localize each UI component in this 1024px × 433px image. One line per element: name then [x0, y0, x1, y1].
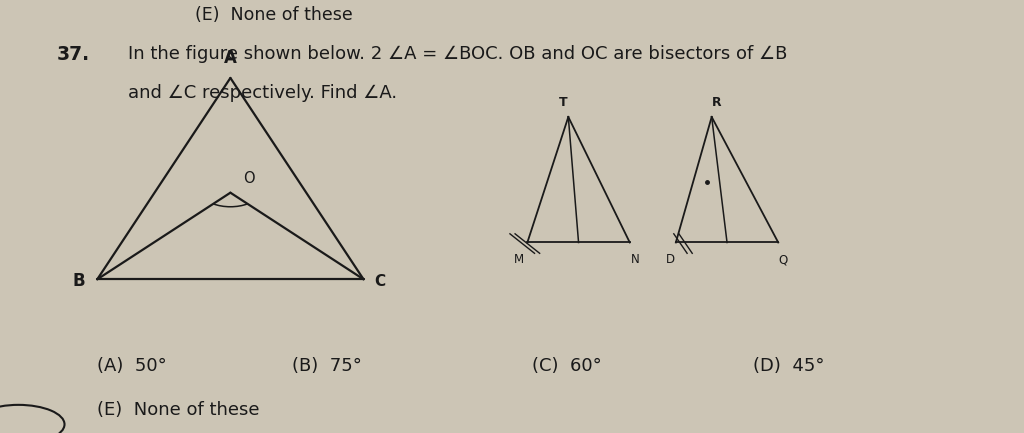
Text: (C)  60°: (C) 60°: [532, 357, 602, 375]
Text: O: O: [243, 171, 254, 186]
Text: T: T: [559, 96, 567, 109]
Text: M: M: [514, 253, 524, 266]
Text: B: B: [73, 272, 85, 291]
Text: D: D: [667, 253, 675, 266]
Text: Q: Q: [778, 253, 788, 266]
Text: (B)  75°: (B) 75°: [292, 357, 361, 375]
Text: (A)  50°: (A) 50°: [97, 357, 167, 375]
Text: (E)  None of these: (E) None of these: [97, 401, 260, 419]
Text: and ∠C respectively. Find ∠A.: and ∠C respectively. Find ∠A.: [128, 84, 397, 103]
Text: C: C: [374, 274, 385, 289]
Text: N: N: [631, 253, 639, 266]
Text: (E)  None of these: (E) None of these: [195, 6, 352, 25]
Text: In the figure shown below. 2 ∠A = ∠BOC. OB and OC are bisectors of ∠B: In the figure shown below. 2 ∠A = ∠BOC. …: [128, 45, 787, 64]
Text: A: A: [224, 49, 237, 67]
Text: R: R: [712, 96, 722, 109]
Text: 37.: 37.: [56, 45, 89, 65]
Text: (D)  45°: (D) 45°: [753, 357, 824, 375]
